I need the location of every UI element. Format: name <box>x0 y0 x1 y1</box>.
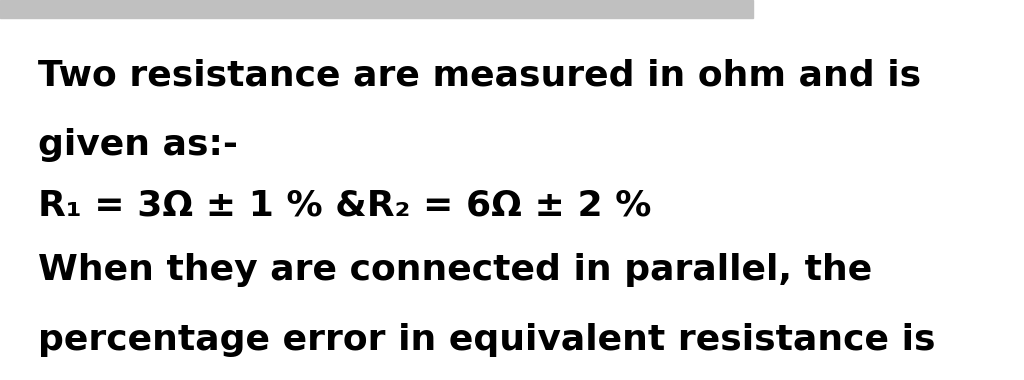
Text: percentage error in equivalent resistance is: percentage error in equivalent resistanc… <box>38 323 936 357</box>
Text: When they are connected in parallel, the: When they are connected in parallel, the <box>38 253 872 287</box>
Bar <box>0 0 753 18</box>
Text: Two resistance are measured in ohm and is: Two resistance are measured in ohm and i… <box>38 58 922 92</box>
Text: R₁ = 3Ω ± 1 % &R₂ = 6Ω ± 2 %: R₁ = 3Ω ± 1 % &R₂ = 6Ω ± 2 % <box>38 188 651 222</box>
Text: given as:-: given as:- <box>38 128 238 162</box>
